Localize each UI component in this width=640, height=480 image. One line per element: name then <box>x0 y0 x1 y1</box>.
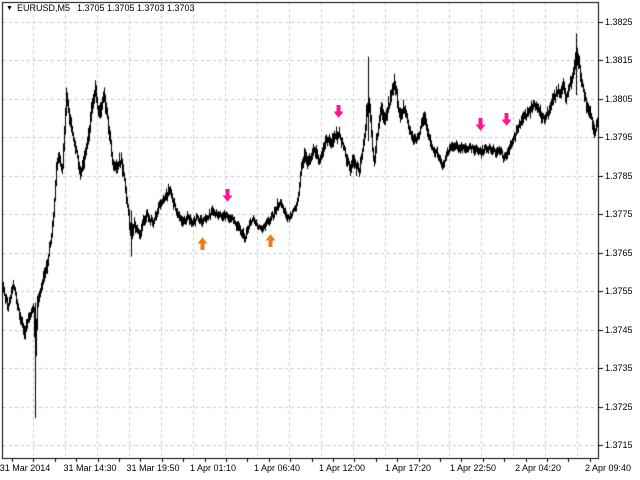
price-axis-label: 1.3775 <box>605 209 633 219</box>
price-axis-label: 1.3745 <box>605 325 633 335</box>
sell-signal-arrow-icon[interactable] <box>222 189 233 202</box>
time-axis-label: 1 Apr 17:20 <box>384 463 432 473</box>
buy-signal-arrow-icon[interactable] <box>197 237 208 250</box>
price-axis-label: 1.3805 <box>605 94 633 104</box>
price-axis-label: 1.3785 <box>605 171 633 181</box>
chart-title: EURUSD,M5 <box>16 3 70 13</box>
chart-ohlc-values: 1.3705 1.3705 1.3703 1.3703 <box>76 3 195 13</box>
price-axis-label: 1.3795 <box>605 132 633 142</box>
price-axis-label: 1.3755 <box>605 286 633 296</box>
sell-signal-arrow-icon[interactable] <box>475 118 486 131</box>
symbol-dropdown-icon[interactable]: ▼ <box>6 5 13 12</box>
time-axis-label: 2 Apr 09:40 <box>584 463 632 473</box>
time-axis-label: 1 Apr 12:00 <box>318 463 366 473</box>
time-axis-label: 31 Mar 19:50 <box>126 463 180 473</box>
price-axis-label: 1.3735 <box>605 363 633 373</box>
time-axis-label: 31 Mar 14:30 <box>63 463 117 473</box>
price-axis-label: 1.3815 <box>605 55 633 65</box>
time-axis-label: 1 Apr 06:40 <box>253 463 301 473</box>
time-axis-label: 31 Mar 2014 <box>0 463 51 473</box>
sell-signal-arrow-icon[interactable] <box>501 113 512 126</box>
price-axis-label: 1.3765 <box>605 248 633 258</box>
price-axis-label: 1.3715 <box>605 440 633 450</box>
chart-ohlc-header: ▼ EURUSD,M5 1.3705 1.3705 1.3703 1.3703 <box>6 3 195 15</box>
price-axis-label: 1.3725 <box>605 402 633 412</box>
buy-signal-arrow-icon[interactable] <box>265 234 276 247</box>
time-axis-label: 1 Apr 01:10 <box>189 463 237 473</box>
price-axis-label: 1.3825 <box>605 17 633 27</box>
sell-signal-arrow-icon[interactable] <box>333 105 344 118</box>
time-axis-label: 2 Apr 04:20 <box>514 463 562 473</box>
time-axis-label: 1 Apr 22:50 <box>449 463 497 473</box>
